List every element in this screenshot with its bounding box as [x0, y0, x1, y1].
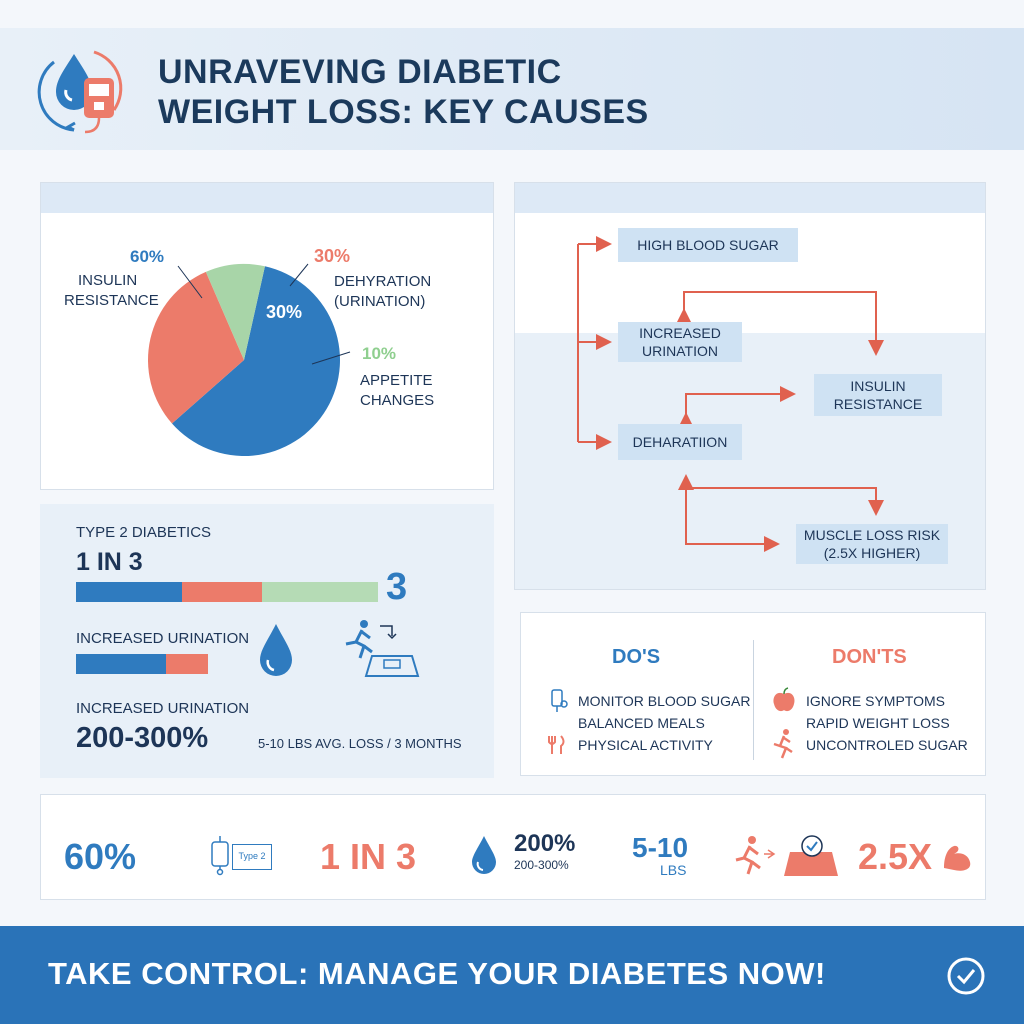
- summary-ratio: 1 IN 3: [320, 836, 417, 877]
- urination-label: INCREASED URINATION: [76, 630, 250, 647]
- cta-text[interactable]: TAKE CONTROL: MANAGE YOUR DIABETES NOW!: [48, 956, 826, 991]
- flow-increased-urination: INCREASED URINATION: [618, 322, 742, 362]
- dos-item-3: PHYSICAL ACTIVITY: [578, 737, 713, 753]
- type2-tag: Type 2: [232, 844, 272, 870]
- flexed-arm-icon: [944, 845, 971, 871]
- pie-label-insulin-2: RESISTANCE: [64, 292, 159, 309]
- fork-knife-icon: [548, 735, 565, 754]
- pie-label-10: 10%: [362, 344, 397, 363]
- running-person-icon: [773, 729, 793, 759]
- summary-pct: 60%: [64, 836, 137, 877]
- urination-label-2: INCREASED URINATION: [76, 700, 250, 717]
- flow-increased-urination-2: URINATION: [642, 343, 718, 359]
- donts-list: IGNORE SYMPTOMS RAPID WEIGHT LOSS UNCONT…: [806, 690, 968, 756]
- header-band: [0, 28, 1024, 150]
- pie-label-insulin-1: INSULIN: [78, 272, 138, 289]
- flow-high-blood-sugar: HIGH BLOOD SUGAR: [618, 228, 798, 262]
- flow-muscle-loss-2: (2.5X HIGHER): [823, 545, 921, 561]
- donts-icons: [773, 687, 795, 759]
- flow-muscle-loss: MUSCLE LOSS RISK (2.5X HIGHER): [796, 524, 948, 564]
- flow-panel-band: [515, 183, 985, 213]
- flow-arrows: [577, 236, 884, 552]
- cta-banner[interactable]: [0, 926, 1024, 1024]
- pie-label-dehy-2: (URINATION): [334, 293, 426, 310]
- water-drop-glucometer-icon: [37, 50, 123, 134]
- ratio-big-number: 3: [386, 566, 408, 608]
- summary-muscle: 2.5X: [858, 836, 933, 877]
- pie-slice-appetite-changes: [205, 264, 265, 360]
- pie-label-30-inner: 30%: [266, 302, 303, 322]
- donts-title: DON'TS: [832, 646, 907, 668]
- summary-strip: [40, 794, 986, 900]
- pie-panel-band: [41, 183, 493, 213]
- title-line-1: UNRAVEVING DIABETIC: [158, 53, 562, 91]
- pie-label-insulin: INSULIN RESISTANCE: [64, 271, 184, 311]
- pie-connectors: [177, 263, 351, 365]
- dos-list: MONITOR BLOOD SUGAR BALANCED MEALS PHYSI…: [578, 690, 750, 756]
- flow-insulin-resistance: INSULIN RESISTANCE: [814, 374, 942, 416]
- urination-bar-coral: [166, 654, 208, 674]
- ratio-value: 1 IN 3: [76, 548, 143, 576]
- summary-urine-big: 200%: [514, 830, 576, 857]
- check-circle-icon: [947, 957, 985, 995]
- water-drop-icon: [472, 836, 496, 874]
- title-line-2: WEIGHT LOSS: KEY CAUSES: [158, 93, 649, 131]
- dos-title: DO'S: [612, 646, 661, 668]
- flow-muscle-loss-1: MUSCLE LOSS RISK: [803, 527, 941, 543]
- glucometer-icon: [211, 836, 229, 876]
- donts-item-1: IGNORE SYMPTOMS: [806, 693, 945, 709]
- donts-item-2: RAPID WEIGHT LOSS: [806, 715, 950, 731]
- type2-label: TYPE 2 DIABETICS: [76, 524, 212, 541]
- glucometer-icon: [551, 689, 568, 712]
- summary-lbs-small: LBS: [660, 862, 687, 878]
- ratio-bar-green: [262, 582, 378, 602]
- pie-label-appetite-1: APPETITE: [360, 372, 433, 389]
- dos-icons: [548, 689, 568, 754]
- pie-label-dehydration: DEHYRATION (URINATION): [334, 272, 431, 312]
- flow-insulin-resistance-2: RESISTANCE: [833, 396, 923, 412]
- pie-slice-insulin-resistance: [171, 266, 340, 456]
- apple-icon: [773, 687, 795, 712]
- dos-item-2: BALANCED MEALS: [578, 715, 705, 731]
- pie-label-dehy-1: DEHYRATION: [334, 273, 432, 290]
- flow-increased-urination-1: INCREASED: [639, 325, 721, 341]
- ratio-bar-blue: [76, 582, 182, 602]
- summary-lbs-big: 5-10: [632, 832, 689, 863]
- donts-item-3: UNCONTROLED SUGAR: [806, 737, 968, 753]
- pie-label-appetite-2: CHANGES: [360, 392, 435, 409]
- pie-label-appetite: APPETITE CHANGES: [360, 371, 434, 411]
- pie-chart: [147, 264, 340, 456]
- ratio-bar-coral: [182, 582, 262, 602]
- summary-urine-small: 200-300%: [514, 858, 569, 872]
- flow-insulin-resistance-1: INSULIN: [850, 378, 906, 394]
- page-title: UNRAVEVING DIABETIC WEIGHT LOSS: KEY CAU…: [158, 52, 649, 132]
- pie-label-30-outer: 30%: [314, 246, 351, 266]
- pie-label-60: 60%: [130, 247, 165, 266]
- water-drop-icon: [260, 624, 292, 676]
- dos-item-1: MONITOR BLOOD SUGAR: [578, 693, 751, 709]
- do-dont-divider: [753, 640, 754, 760]
- pie-slice-dehyration-urination: [147, 271, 244, 424]
- urination-pct: 200-300%: [76, 722, 209, 754]
- running-scale-icon: [735, 835, 838, 876]
- urination-bar-blue: [76, 654, 166, 674]
- running-scale-icon: [345, 620, 420, 677]
- flow-dehydration: DEHARATIION: [618, 424, 742, 460]
- avg-loss: 5-10 LBS AVG. LOSS / 3 MONTHS: [258, 736, 462, 751]
